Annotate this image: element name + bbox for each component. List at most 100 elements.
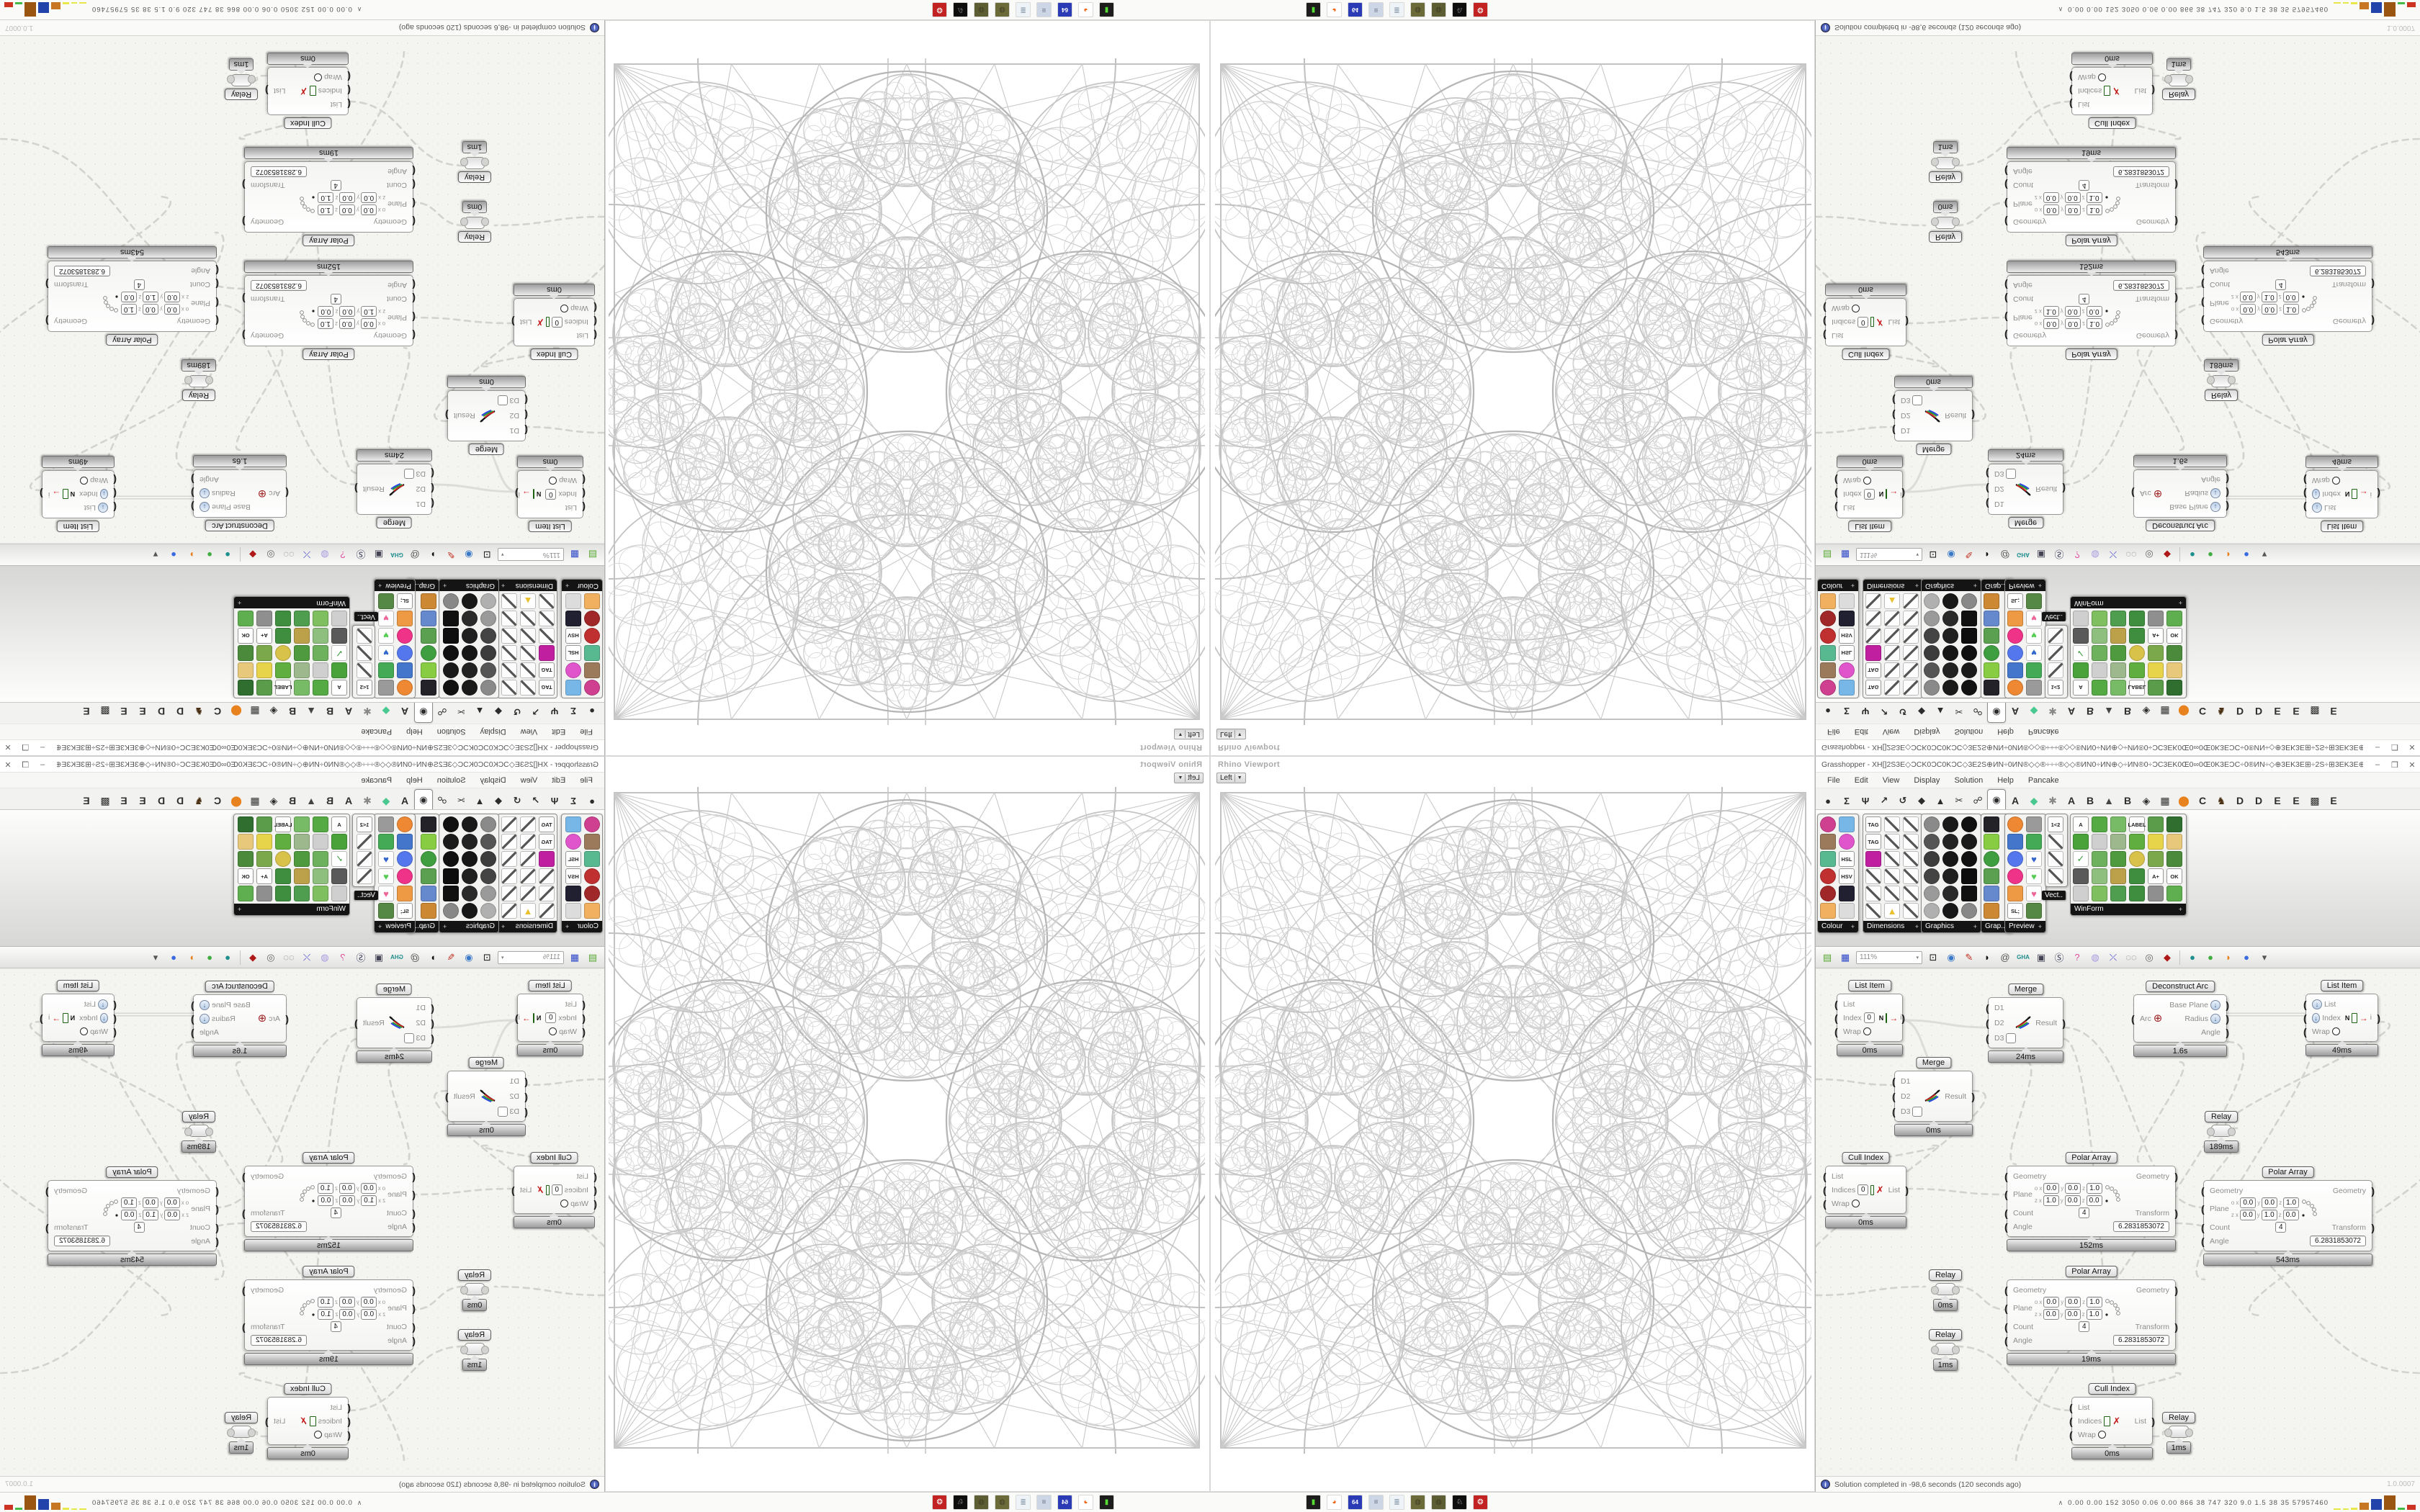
component-icon[interactable] <box>313 851 328 867</box>
component-icon[interactable] <box>421 662 436 678</box>
rings-icon[interactable]: ◎ <box>2145 951 2154 963</box>
input-hook[interactable]: ( <box>113 474 117 487</box>
output-hook[interactable]: ) <box>242 293 246 305</box>
input-hook[interactable]: ( <box>2201 1221 2205 1233</box>
gh-node-list-item[interactable]: List Item(↓ List() ↓ Index N → i(Wrap 49ms <box>2303 980 2380 1056</box>
component-icon[interactable] <box>1961 628 1977 644</box>
preview-toggle-icon[interactable]: ◗ <box>1984 952 1990 963</box>
input-hook[interactable]: ( <box>412 1302 416 1314</box>
input-hook[interactable]: ( <box>347 1428 351 1441</box>
plane-value[interactable]: 0.0 <box>2064 192 2081 203</box>
gh-node-merge[interactable]: Merge(D1() D2 Result(D3 0ms <box>445 376 528 455</box>
component-icon[interactable] <box>1984 645 1999 661</box>
component-icon[interactable] <box>2129 645 2145 661</box>
component-icon[interactable]: A+ <box>2148 868 2164 884</box>
component-icon[interactable]: TAG <box>539 662 555 678</box>
component-icon[interactable] <box>1820 593 1836 609</box>
component-icon[interactable] <box>2073 611 2089 626</box>
input-hook[interactable]: ( <box>2201 1184 2205 1197</box>
component-icon[interactable] <box>443 662 459 678</box>
menu-edit[interactable]: Edit <box>1854 727 1868 737</box>
gh-canvas[interactable]: List Item(List() Index 0 N → i(Wrap 0ms Merge(D… <box>1816 20 2420 542</box>
balloon-icon[interactable]: ◍ <box>2091 951 2099 963</box>
component-icon[interactable] <box>1884 680 1900 696</box>
input-hook[interactable]: ( <box>1986 468 1989 480</box>
document-scroll-icon[interactable]: ≡ <box>1368 1495 1384 1510</box>
gh-node-cull[interactable]: Cull Index(List() Indices ✗ List(Wrap 0ms <box>2069 53 2155 129</box>
tab-transform[interactable]: ☍ <box>1973 795 1983 806</box>
component-icon[interactable] <box>2110 662 2126 678</box>
plane-value[interactable]: 0.0 <box>2262 304 2278 315</box>
input-hook[interactable]: ( <box>2004 312 2008 323</box>
floppy-64-icon[interactable]: 64 <box>1348 2 1363 17</box>
index-value[interactable]: 0 <box>545 489 557 500</box>
menu-solution[interactable]: Solution <box>1954 775 1984 785</box>
plane-value[interactable]: 0.0 <box>2239 292 2256 302</box>
plane-value[interactable]: 1.0 <box>120 1197 137 1208</box>
gh-node-relay[interactable]: Relay 189ms <box>2198 359 2244 401</box>
input-hook[interactable]: ( <box>2004 1302 2008 1314</box>
component-icon[interactable] <box>275 834 291 850</box>
component-icon[interactable] <box>2148 834 2164 850</box>
component-icon[interactable] <box>1903 851 1919 867</box>
component-icon[interactable] <box>539 886 555 901</box>
galapagos-icon[interactable]: ⤫ <box>302 549 311 561</box>
title-bar[interactable]: Grasshopper - XH[]2S3E◇ƆCK0ƆC0KƆC◇3E2S⊕И… <box>1816 757 2420 773</box>
component-icon[interactable] <box>2073 834 2089 850</box>
input-hook[interactable]: ( <box>1834 1012 1838 1024</box>
component-icon[interactable] <box>275 662 291 678</box>
tab-mesh[interactable]: ▲ <box>1935 706 1945 717</box>
node-body[interactable]: () Geometry Geometry(Plane o x 0.0 y 0.0 z 1.0 z x 0… <box>242 1279 416 1351</box>
tab-maths[interactable]: Σ <box>1844 795 1850 806</box>
component-icon[interactable] <box>256 611 272 626</box>
component-icon[interactable] <box>565 680 581 696</box>
gh-node-cull[interactable]: Cull Index(List() Indices ✗ List(Wrap 0ms <box>2069 1383 2155 1459</box>
component-icon[interactable] <box>1903 868 1919 884</box>
component-icon[interactable] <box>2110 816 2126 832</box>
component-icon[interactable]: OK <box>238 628 254 644</box>
input-hook[interactable]: ( <box>431 483 434 495</box>
output-hook[interactable]: ) <box>45 1221 49 1233</box>
component-icon[interactable] <box>256 886 272 901</box>
component-icon[interactable]: A <box>331 680 347 696</box>
component-icon[interactable] <box>275 628 291 644</box>
tray-chevron-icon[interactable]: ∧ <box>357 1498 362 1506</box>
node-body[interactable]: (List() Index 0 N → i(Wrap <box>515 470 586 518</box>
tab-plugin-e3[interactable]: E <box>83 706 90 717</box>
input-hook[interactable]: ( <box>524 1105 528 1117</box>
component-icon[interactable] <box>1903 834 1919 850</box>
component-icon[interactable] <box>1942 611 1958 626</box>
component-icon[interactable] <box>238 816 254 832</box>
component-icon[interactable]: ▲ <box>1884 593 1900 609</box>
gh-node-polar[interactable]: Polar Array() Geometry Geometry(Plane o x 0.0… <box>45 1166 219 1266</box>
sphere-teal-icon[interactable]: ● <box>2190 549 2195 560</box>
plane-value[interactable]: 1.0 <box>2283 1197 2300 1208</box>
component-icon[interactable] <box>2148 662 2164 678</box>
component-icon[interactable] <box>256 645 272 661</box>
dropdown-arrow[interactable]: ▾ <box>2262 549 2267 561</box>
tab-transform[interactable]: ☍ <box>1973 706 1983 717</box>
cluster-spheres-icon[interactable]: ◌◌ <box>2125 952 2137 963</box>
node-body[interactable]: () Geometry Geometry(Plane o x 0.0 y 0.0 z 1.0 z x 0… <box>242 161 416 233</box>
gh-node-relay[interactable]: Relay 1ms <box>2156 1412 2202 1454</box>
tab-plugin-shield[interactable]: ◈ <box>269 794 278 806</box>
component-icon[interactable] <box>2007 662 2023 678</box>
relay-body[interactable] <box>1931 1343 1960 1355</box>
component-icon[interactable]: HSV <box>565 628 581 644</box>
component-icon[interactable]: ▲ <box>1884 903 1900 919</box>
component-icon[interactable] <box>520 851 536 867</box>
tab-maths[interactable]: Σ <box>570 795 576 806</box>
component-icon[interactable] <box>2166 645 2182 661</box>
angle-value[interactable]: 6.2831853072 <box>251 166 307 177</box>
component-icon[interactable] <box>1942 645 1958 661</box>
tab-display[interactable]: ◉ <box>414 789 433 809</box>
component-icon[interactable] <box>539 611 555 626</box>
component-icon[interactable] <box>565 834 581 850</box>
component-icon[interactable] <box>378 662 394 678</box>
component-icon[interactable] <box>2148 851 2164 867</box>
tab-plugin-dots[interactable]: ▩ <box>2310 706 2320 718</box>
input-hook[interactable]: ( <box>1834 502 1838 514</box>
plane-value[interactable]: 1.0 <box>2087 318 2103 329</box>
output-hook[interactable]: ) <box>2174 1207 2178 1219</box>
component-icon[interactable]: SL; <box>2007 593 2023 609</box>
